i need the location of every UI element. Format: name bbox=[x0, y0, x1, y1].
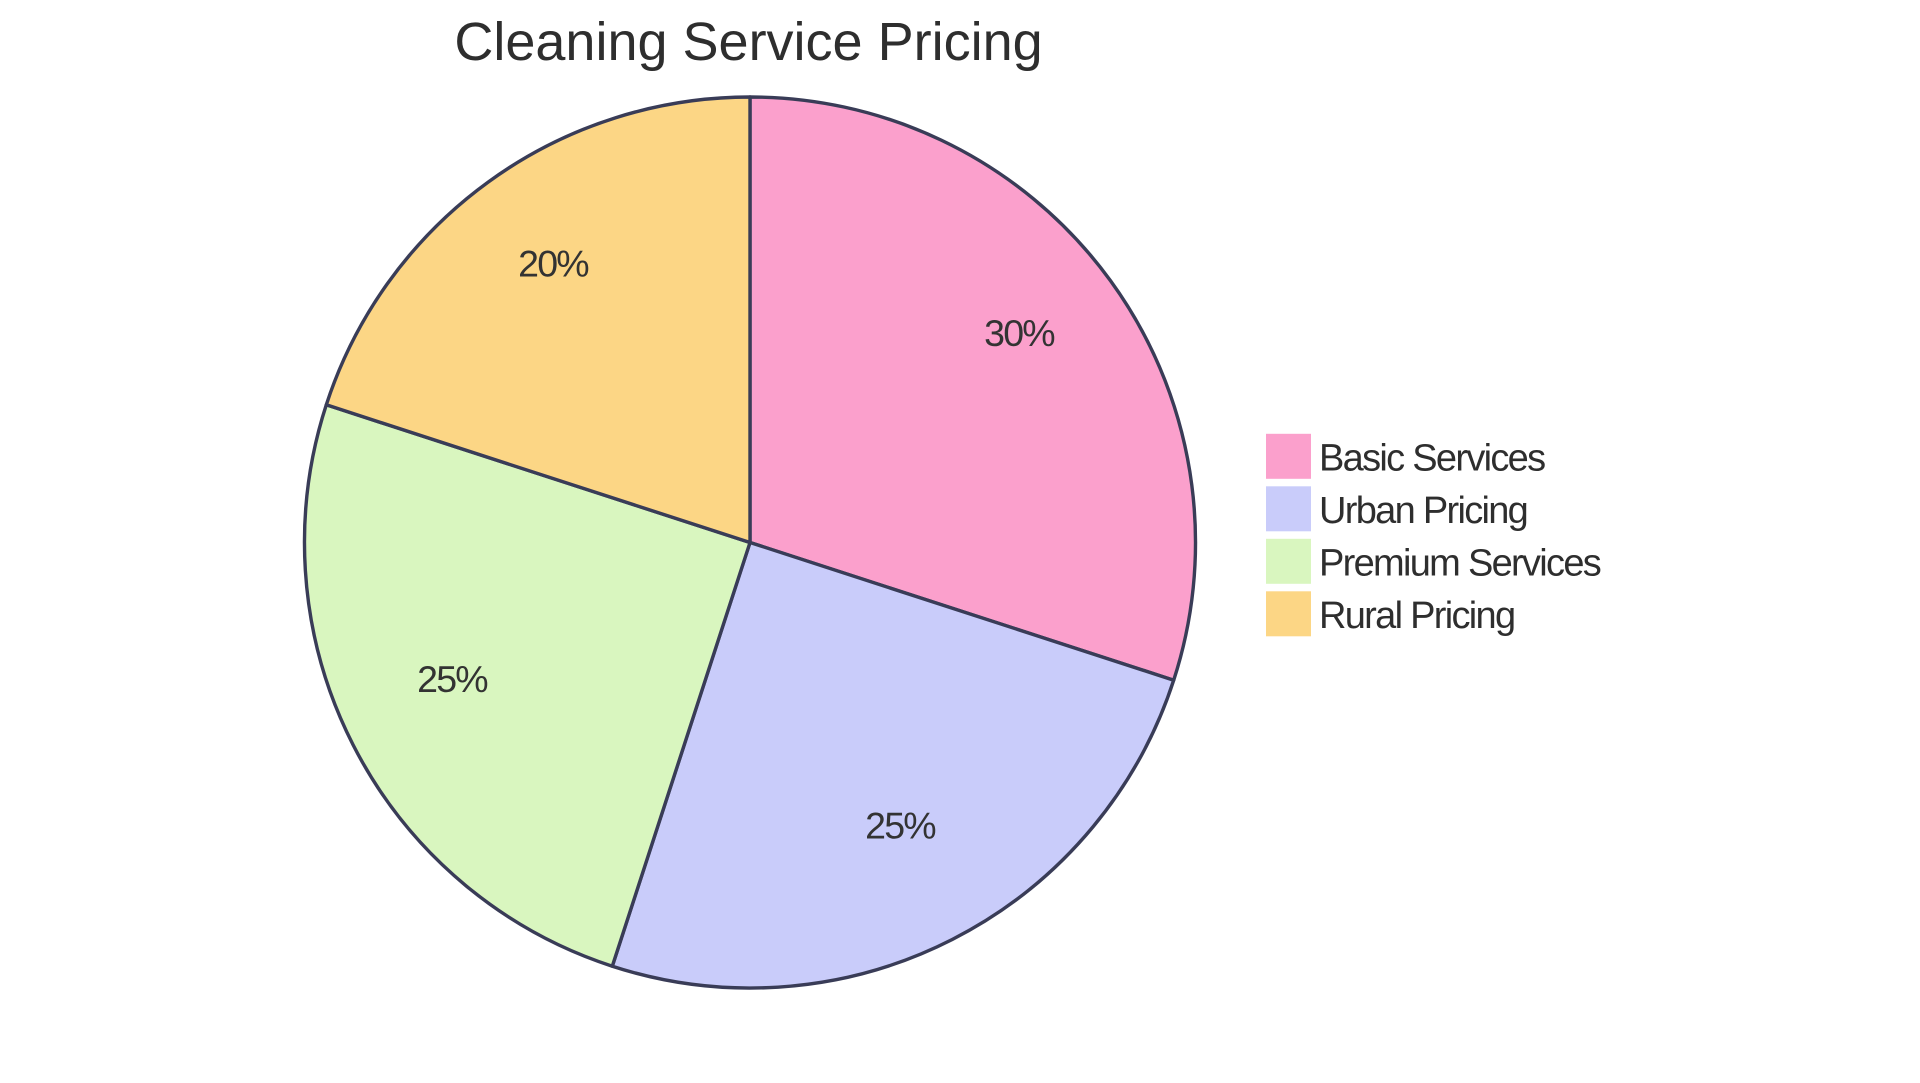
svg-text:30%: 30% bbox=[984, 312, 1054, 354]
svg-text:Basic Services: Basic Services bbox=[1319, 438, 1545, 480]
svg-text:20%: 20% bbox=[518, 243, 588, 285]
svg-text:25%: 25% bbox=[417, 658, 487, 700]
svg-text:Cleaning Service Pricing: Cleaning Service Pricing bbox=[454, 12, 1042, 72]
svg-text:Urban Pricing: Urban Pricing bbox=[1319, 490, 1527, 532]
svg-text:25%: 25% bbox=[865, 805, 935, 847]
svg-text:Rural Pricing: Rural Pricing bbox=[1319, 595, 1514, 637]
svg-text:Premium Services: Premium Services bbox=[1319, 543, 1601, 585]
